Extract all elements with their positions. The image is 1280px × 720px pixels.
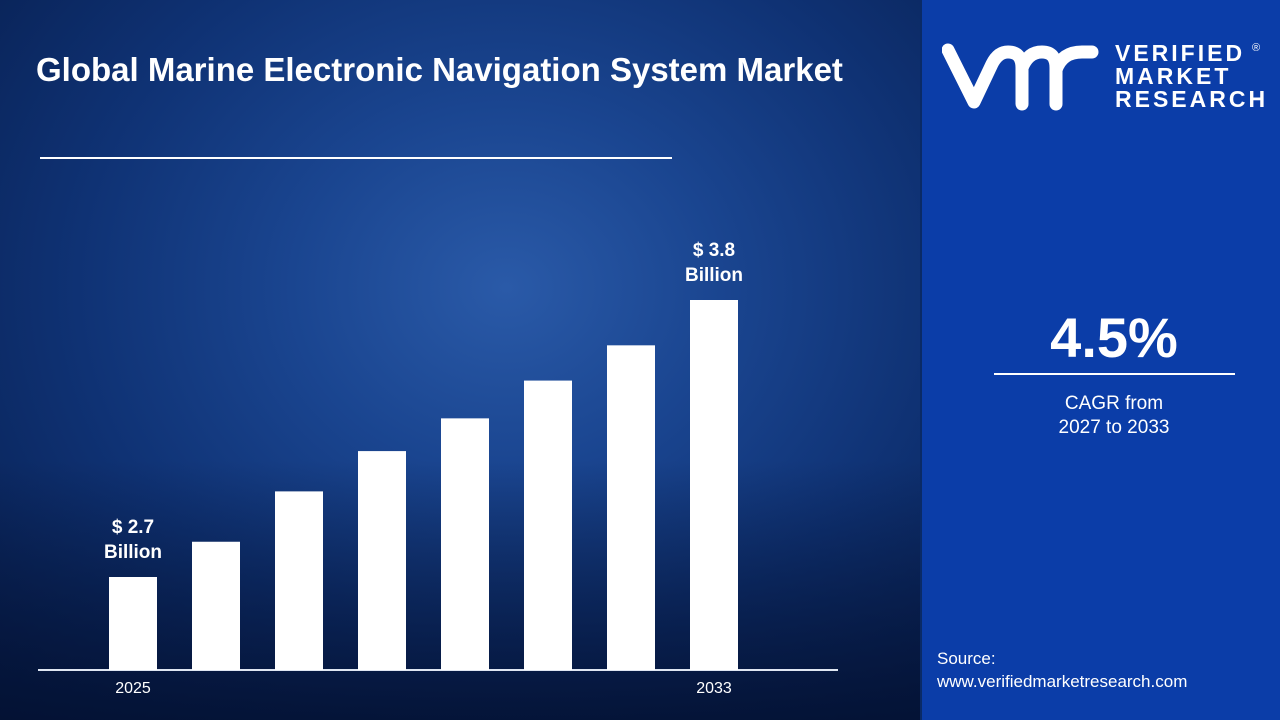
cagr-label-line2: 2027 to 2033 — [1058, 417, 1170, 438]
data-label-value: $ 2.7 — [112, 517, 154, 538]
cagr-label: CAGR from 2027 to 2033 — [994, 392, 1234, 440]
cagr-value: 4.5% — [1050, 306, 1178, 369]
x-tick-label: 2033 — [696, 680, 732, 697]
brand-line-research: RESEARCH — [1115, 86, 1269, 112]
bar-3 — [358, 451, 406, 670]
bar-7 — [690, 300, 738, 670]
bar-chart: 2025 2033 $ 2.7 Billion $ 3.8 Billion — [38, 240, 838, 697]
data-label-unit: Billion — [104, 542, 162, 563]
source-label: Source: — [937, 649, 996, 668]
source: Source: www.verifiedmarketresearch.com — [937, 647, 1187, 693]
registered-mark: ® — [1252, 42, 1261, 54]
page-title: Global Marine Electronic Navigation Syst… — [36, 51, 843, 88]
brand-name: VERIFIED MARKET RESEARCH — [1115, 42, 1268, 111]
bar-6 — [607, 345, 655, 670]
brand-line-market: MARKET — [1115, 63, 1232, 89]
bar-4 — [441, 418, 489, 670]
cagr-label-line1: CAGR from — [1064, 393, 1164, 414]
bar-1 — [192, 541, 240, 670]
divider — [920, 0, 922, 720]
brand-panel — [922, 0, 1280, 720]
source-url[interactable]: www.verifiedmarketresearch.com — [937, 672, 1188, 691]
vmr-logo-icon — [942, 43, 1099, 111]
data-label-value: $ 3.8 — [693, 240, 735, 261]
cagr-divider — [994, 373, 1235, 375]
brand-line-verified: VERIFIED — [1115, 40, 1246, 66]
data-label-unit: Billion — [685, 265, 743, 286]
bar-5 — [524, 380, 572, 670]
x-tick-label: 2025 — [115, 680, 151, 697]
title-underline — [40, 157, 672, 159]
bar-0 — [109, 577, 157, 670]
bar-2 — [275, 491, 323, 670]
